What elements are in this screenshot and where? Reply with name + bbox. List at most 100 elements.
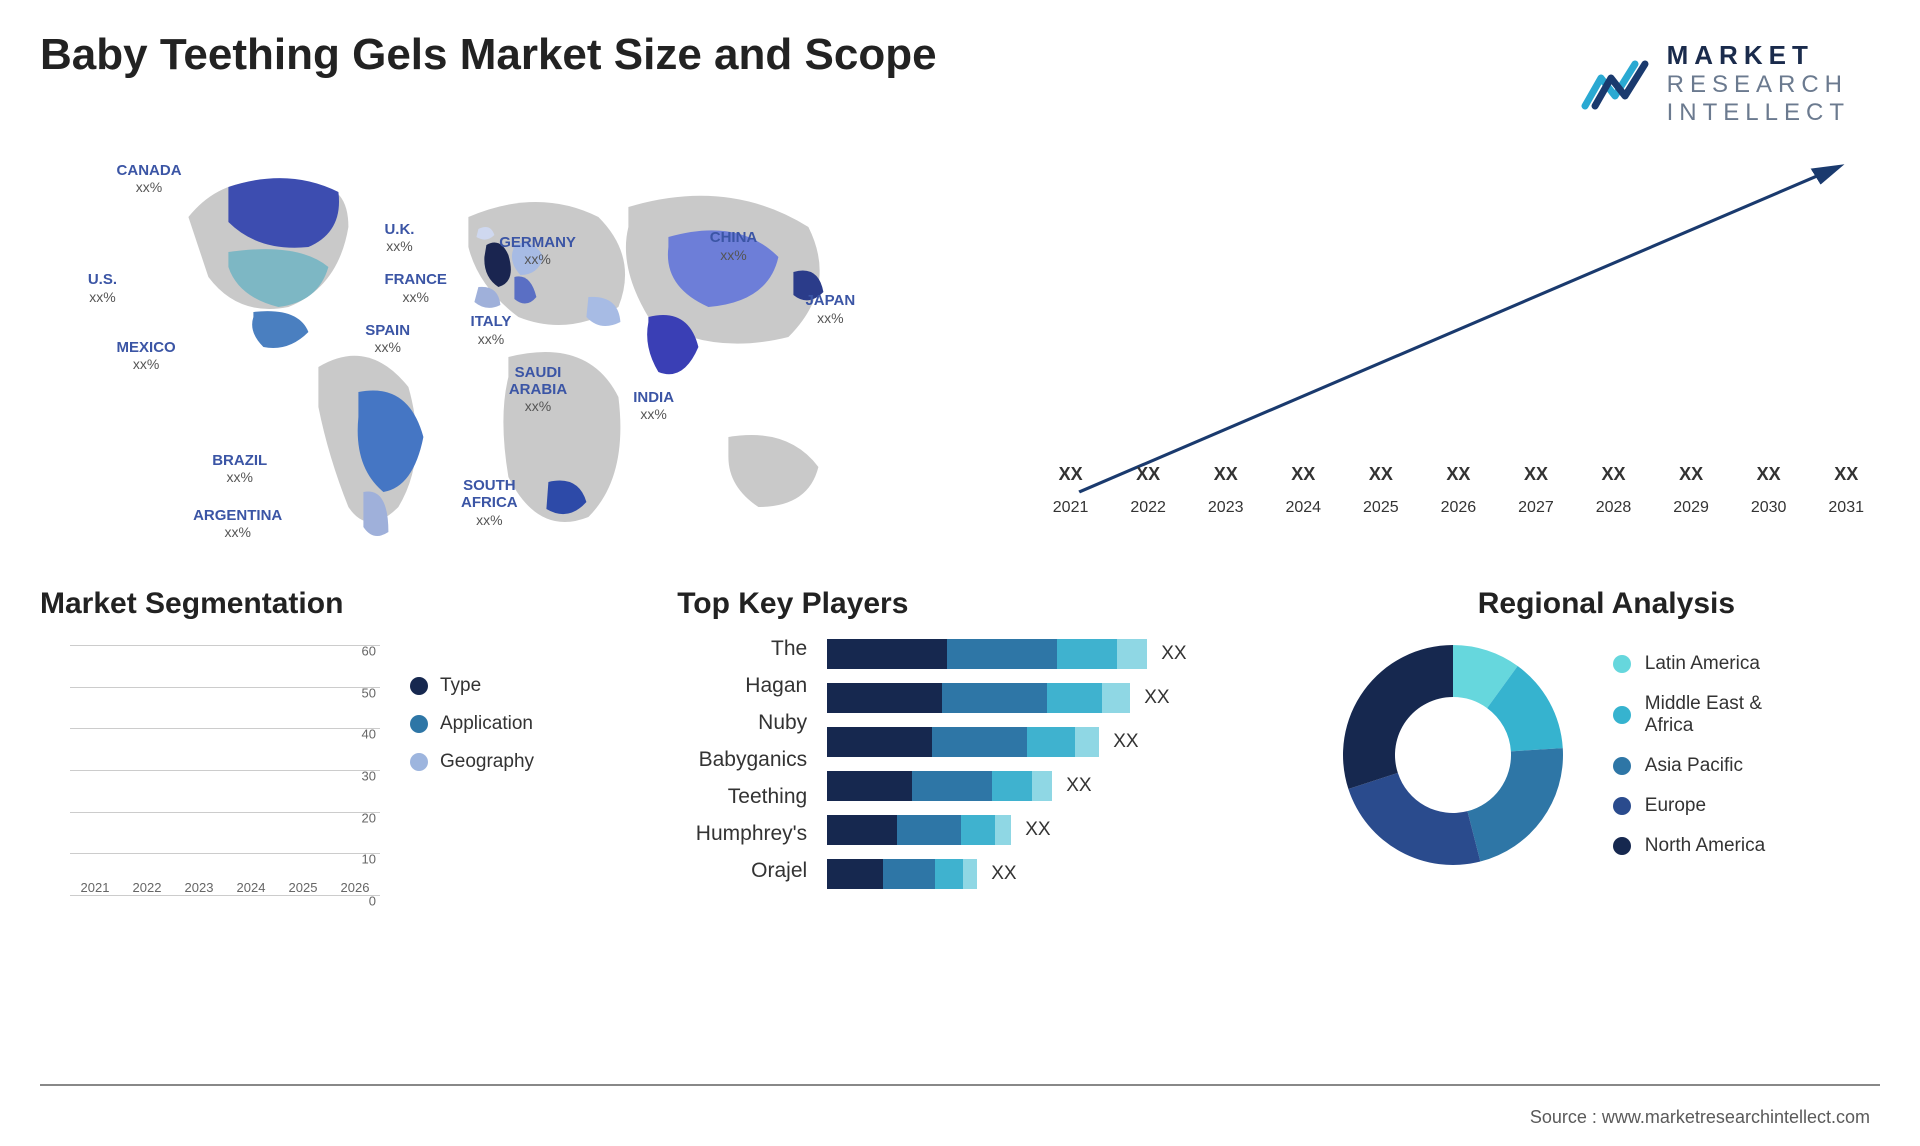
map-label: JAPANxx% xyxy=(805,292,855,325)
map-label: FRANCExx% xyxy=(384,271,447,304)
growth-bar-col: XX2025 xyxy=(1347,464,1415,517)
seg-ytick: 30 xyxy=(362,769,376,784)
map-label: SOUTHAFRICAxx% xyxy=(461,477,518,528)
map-label: SAUDIARABIAxx% xyxy=(509,364,567,415)
bar-year-label: 2031 xyxy=(1828,499,1864,517)
logo-line3: INTELLECT xyxy=(1667,99,1850,127)
regional-legend-item: Latin America xyxy=(1613,653,1765,675)
page-title: Baby Teething Gels Market Size and Scope xyxy=(40,20,937,100)
regional-legend-item: North America xyxy=(1613,835,1765,857)
key-player-row: XX xyxy=(827,771,1303,801)
map-label: ARGENTINAxx% xyxy=(193,507,282,540)
header-row: Baby Teething Gels Market Size and Scope… xyxy=(40,20,1880,127)
growth-bar-col: XX 2026 xyxy=(1425,464,1493,517)
donut-slice xyxy=(1467,748,1563,861)
seg-bar-col: 2025 xyxy=(282,874,324,895)
bar-year-label: 2022 xyxy=(1130,499,1166,517)
key-players-bars: XX XX XX XX XX XX xyxy=(827,635,1303,889)
growth-bar-col: XX 2030 xyxy=(1735,464,1803,517)
key-player-name: Babyganics xyxy=(699,748,808,772)
growth-bar-col: XX 2024 xyxy=(1269,464,1337,517)
bar-value-label: XX xyxy=(1757,464,1781,485)
seg-bar-col: 2021 xyxy=(74,874,116,895)
growth-bar-col: XX2028 xyxy=(1580,464,1648,517)
key-player-value: XX xyxy=(991,863,1016,885)
seg-bar-col: 2026 xyxy=(334,874,376,895)
seg-legend-item: Application xyxy=(410,713,534,735)
source-text: Source : www.marketresearchintellect.com xyxy=(1530,1107,1870,1128)
seg-xtick: 2023 xyxy=(185,880,214,895)
bar-year-label: 2027 xyxy=(1518,499,1554,517)
key-player-value: XX xyxy=(1113,731,1138,753)
logo-text: MARKET RESEARCH INTELLECT xyxy=(1667,40,1850,127)
key-player-bar xyxy=(827,815,1011,845)
map-label: BRAZILxx% xyxy=(212,452,267,485)
seg-ytick: 0 xyxy=(369,894,376,909)
bar-value-label: XX xyxy=(1369,464,1393,485)
key-players-panel: Top Key Players TheHaganNubyBabyganicsTe… xyxy=(677,587,1303,925)
growth-bar-col: XX 2027 xyxy=(1502,464,1570,517)
map-label: U.S.xx% xyxy=(88,271,117,304)
regional-panel: Regional Analysis Latin AmericaMiddle Ea… xyxy=(1333,587,1880,925)
key-player-name: The xyxy=(771,637,807,661)
key-player-name: Teething xyxy=(728,785,807,809)
bar-value-label: XX xyxy=(1291,464,1315,485)
regional-content: Latin AmericaMiddle East &AfricaAsia Pac… xyxy=(1333,635,1880,875)
key-player-bar xyxy=(827,727,1099,757)
seg-bar-col: 2022 xyxy=(126,874,168,895)
segmentation-title: Market Segmentation xyxy=(40,587,647,621)
seg-legend-item: Geography xyxy=(410,751,534,773)
key-player-value: XX xyxy=(1161,643,1186,665)
key-player-row: XX xyxy=(827,859,1303,889)
map-label: INDIAxx% xyxy=(633,389,674,422)
footer-divider xyxy=(40,1084,1880,1086)
map-label: GERMANYxx% xyxy=(499,234,576,267)
bar-year-label: 2029 xyxy=(1673,499,1709,517)
logo-icon xyxy=(1581,54,1653,114)
bar-value-label: XX xyxy=(1524,464,1548,485)
seg-bar-col: 2023 xyxy=(178,874,220,895)
bar-value-label: XX xyxy=(1834,464,1858,485)
logo-line1: MARKET xyxy=(1667,40,1850,71)
seg-ytick: 50 xyxy=(362,685,376,700)
growth-bar-col: XX2023 xyxy=(1192,464,1260,517)
bar-year-label: 2030 xyxy=(1751,499,1787,517)
map-label: SPAINxx% xyxy=(365,322,410,355)
key-players-names: TheHaganNubyBabyganicsTeethingHumphrey's… xyxy=(677,635,807,889)
segmentation-content: 202120222023202420252026 0102030405060 T… xyxy=(40,635,647,925)
growth-bar-col: XX2021 xyxy=(1037,464,1105,517)
bar-value-label: XX xyxy=(1446,464,1470,485)
key-player-bar xyxy=(827,639,1147,669)
segmentation-chart: 202120222023202420252026 0102030405060 xyxy=(40,635,380,925)
seg-ytick: 10 xyxy=(362,852,376,867)
key-player-name: Nuby xyxy=(758,711,807,735)
key-player-row: XX xyxy=(827,815,1303,845)
map-svg xyxy=(40,137,997,557)
donut-slice xyxy=(1343,645,1453,789)
seg-xtick: 2022 xyxy=(133,880,162,895)
bar-value-label: XX xyxy=(1059,464,1083,485)
key-player-value: XX xyxy=(1144,687,1169,709)
donut-slice xyxy=(1348,773,1480,865)
key-player-name: Humphrey's xyxy=(696,822,807,846)
regional-legend: Latin AmericaMiddle East &AfricaAsia Pac… xyxy=(1613,653,1765,857)
upper-row: CANADAxx%U.S.xx%MEXICOxx%BRAZILxx%ARGENT… xyxy=(40,137,1880,557)
growth-bar-col: XX2022 xyxy=(1114,464,1182,517)
seg-bar-col: 2024 xyxy=(230,874,272,895)
brand-logo: MARKET RESEARCH INTELLECT xyxy=(1581,20,1880,127)
key-player-bar xyxy=(827,771,1052,801)
key-players-content: TheHaganNubyBabyganicsTeethingHumphrey's… xyxy=(677,635,1303,889)
bar-year-label: 2024 xyxy=(1285,499,1321,517)
key-player-row: XX xyxy=(827,683,1303,713)
seg-ytick: 20 xyxy=(362,810,376,825)
segmentation-panel: Market Segmentation 2021 2022 2023 2024 2025… xyxy=(40,587,647,925)
logo-line2: RESEARCH xyxy=(1667,71,1850,99)
bar-year-label: 2026 xyxy=(1441,499,1477,517)
seg-xtick: 2025 xyxy=(289,880,318,895)
key-player-value: XX xyxy=(1066,775,1091,797)
seg-xtick: 2021 xyxy=(81,880,110,895)
bar-value-label: XX xyxy=(1602,464,1626,485)
seg-xtick: 2024 xyxy=(237,880,266,895)
seg-ytick: 40 xyxy=(362,727,376,742)
regional-donut-chart xyxy=(1333,635,1573,875)
